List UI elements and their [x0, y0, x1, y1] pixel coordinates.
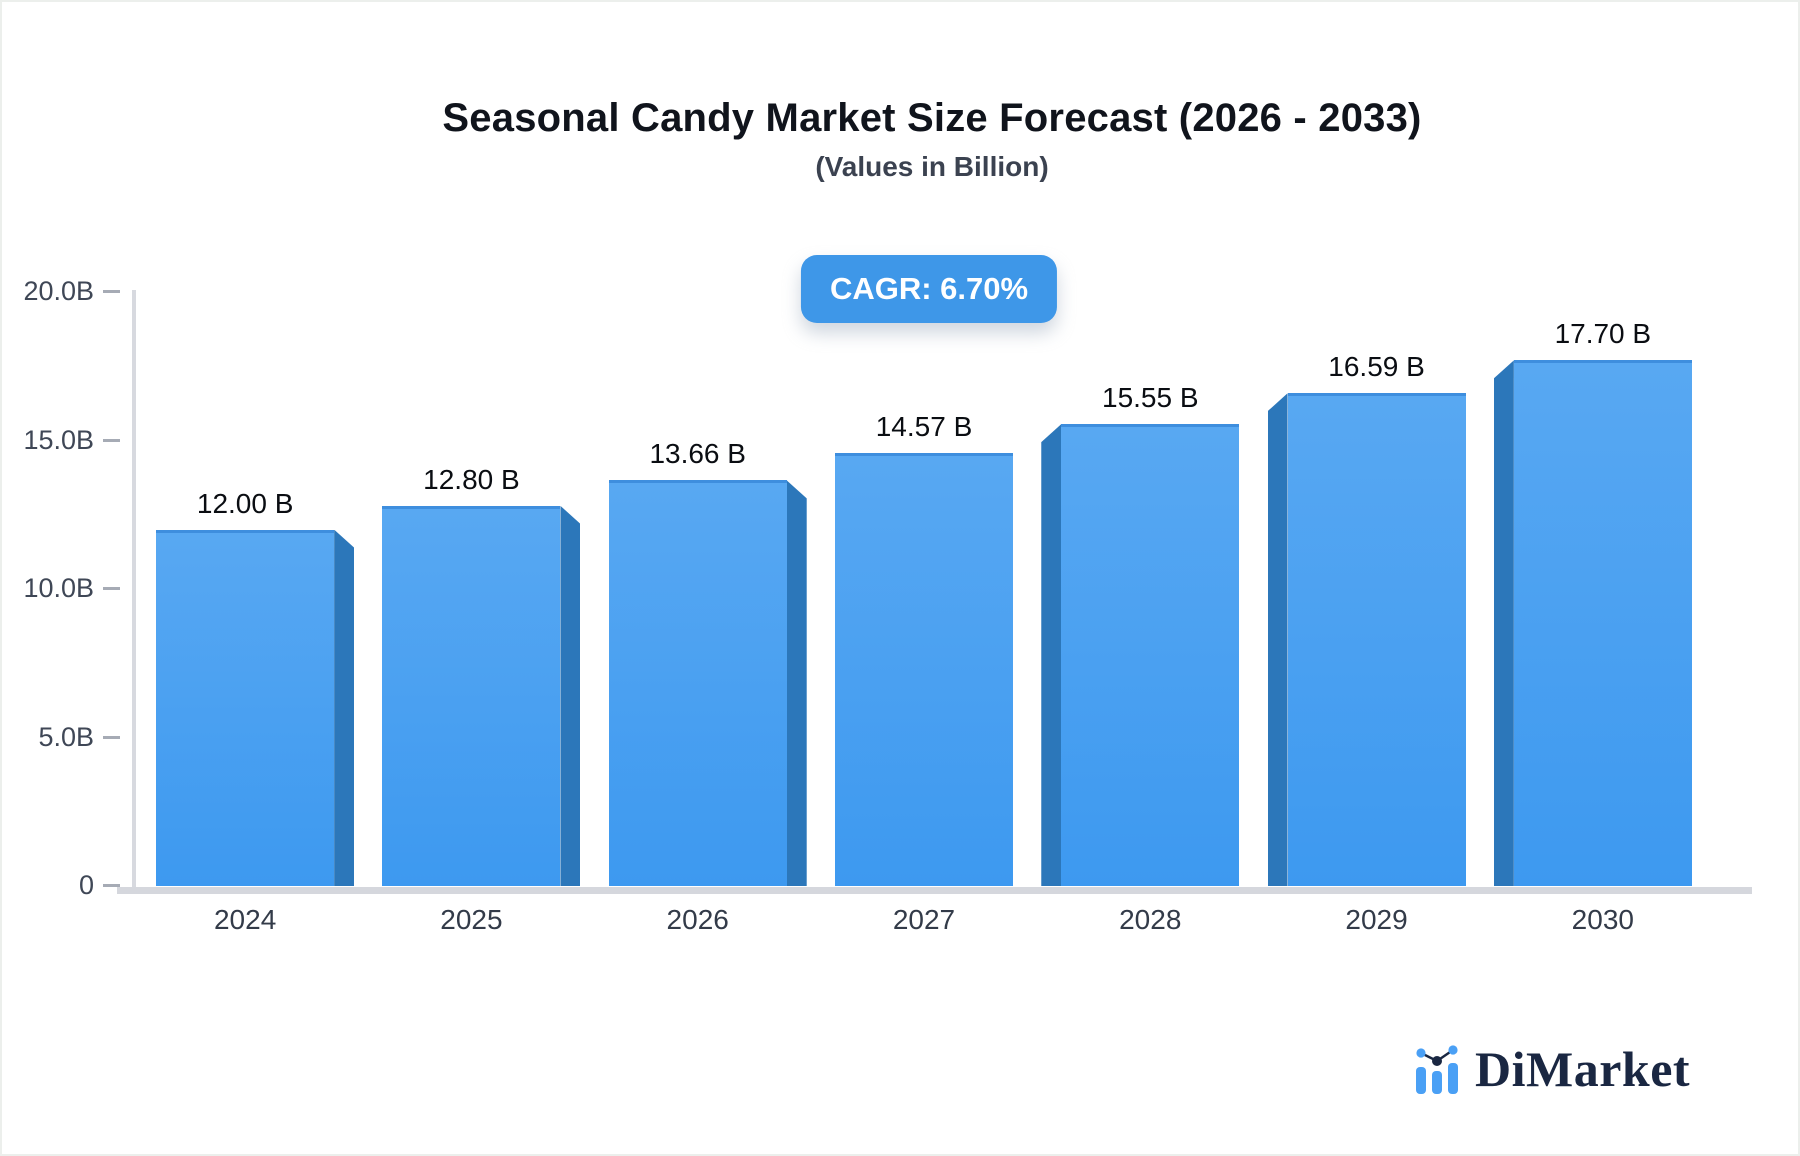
cagr-badge: CAGR: 6.70%	[800, 255, 1058, 323]
x-axis-labels: 2024 2025 2026 2027 2028 2029 2030	[132, 904, 1716, 936]
brand-logo-text: DiMarket	[1475, 1041, 1691, 1097]
bar-2029	[1287, 393, 1466, 886]
bar-2028	[1061, 424, 1240, 886]
bar-column-2024: 12.00 B	[132, 292, 358, 886]
x-axis-label-2027: 2027	[892, 904, 956, 935]
bar-column-2030: 17.70 B	[1490, 292, 1716, 886]
bar-2030	[1513, 360, 1692, 886]
bar-side-face	[1041, 424, 1062, 886]
bar-value-label: 17.70 B	[1554, 318, 1652, 350]
bar-side-face	[1267, 393, 1288, 886]
bar-2024	[156, 529, 335, 886]
bar-value-label: 14.57 B	[875, 411, 973, 443]
x-axis-label-2025: 2025	[440, 904, 503, 935]
bar-side-face	[1493, 360, 1514, 886]
bar-value-label: 12.80 B	[423, 463, 520, 495]
x-axis-label-2030: 2030	[1571, 904, 1634, 935]
bar-column-2027: 14.57 B	[811, 292, 1037, 886]
x-axis-label-2024: 2024	[213, 904, 277, 935]
y-axis-tick-label: 20.0B	[23, 276, 94, 306]
x-axis-label-2028: 2028	[1119, 904, 1182, 935]
y-axis-tick-label: 15.0B	[23, 424, 94, 455]
x-axis-baseline	[117, 887, 1752, 894]
mini-bar-chart-icon	[1416, 1045, 1458, 1094]
bar-side-face	[560, 505, 581, 886]
y-axis-tick-label: 5.0B	[38, 721, 94, 752]
bar-side-face	[786, 480, 807, 886]
chart-subtitle: (Values in Billion)	[815, 151, 1049, 182]
y-axis-tick-mark	[103, 587, 120, 590]
y-axis-tick-label: 0	[78, 870, 94, 900]
bar-column-2025: 12.80 B	[358, 292, 584, 886]
plot-area: 12.00 B 12.80 B 13.66 B 14.57 B 15.55 B 16.59…	[132, 292, 1716, 886]
bar-value-label: 13.66 B	[649, 438, 746, 470]
y-axis-tick-mark	[103, 884, 120, 887]
y-axis-tick-mark	[103, 290, 120, 293]
bar-column-2026: 13.66 B	[585, 292, 811, 886]
chart-title: Seasonal Candy Market Size Forecast (202…	[442, 96, 1422, 140]
bar-column-2029: 16.59 B	[1263, 292, 1489, 886]
bar-value-label: 15.55 B	[1102, 382, 1199, 414]
bar-side-face	[334, 529, 355, 886]
bar-column-2028: 15.55 B	[1037, 292, 1263, 886]
bar-2027	[834, 453, 1013, 886]
bar-value-label: 12.00 B	[196, 487, 294, 519]
y-axis-tick-mark	[103, 438, 120, 442]
y-axis-tick-mark	[103, 735, 120, 739]
bar-2026	[608, 480, 787, 886]
brand-logo: DiMarket	[1414, 1044, 1690, 1094]
bar-value-label: 16.59 B	[1328, 351, 1425, 383]
x-axis-label-2029: 2029	[1345, 904, 1408, 935]
x-axis-label-2026: 2026	[666, 904, 729, 935]
y-axis-tick-label: 10.0B	[23, 573, 94, 603]
bar-2025	[382, 505, 561, 886]
y-axis-line	[132, 290, 136, 890]
